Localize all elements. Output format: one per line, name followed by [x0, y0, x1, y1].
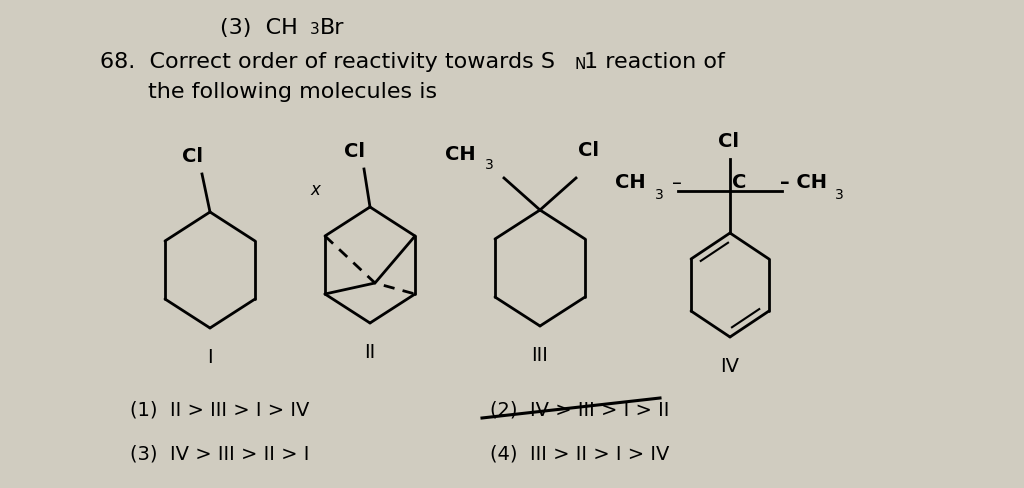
- Text: IV: IV: [721, 357, 739, 376]
- Text: (1)  II > III > I > IV: (1) II > III > I > IV: [130, 400, 309, 419]
- Text: (3)  IV > III > II > I: (3) IV > III > II > I: [130, 445, 309, 464]
- Text: N: N: [575, 57, 587, 72]
- Text: – CH: – CH: [780, 174, 827, 192]
- Text: II: II: [365, 343, 376, 362]
- Text: 3: 3: [310, 22, 319, 37]
- Text: 3: 3: [655, 188, 664, 202]
- Text: Cl: Cl: [344, 142, 365, 161]
- Text: CH: CH: [445, 145, 475, 164]
- Text: (4)  III > II > I > IV: (4) III > II > I > IV: [490, 445, 670, 464]
- Text: –: –: [672, 174, 682, 192]
- Text: Cl: Cl: [718, 132, 739, 151]
- Text: 3: 3: [485, 158, 494, 172]
- Text: x: x: [310, 181, 319, 199]
- Text: CH: CH: [615, 174, 645, 192]
- Text: (3)  CH: (3) CH: [220, 18, 298, 38]
- Text: 68.  Correct order of reactivity towards S: 68. Correct order of reactivity towards …: [100, 52, 555, 72]
- Text: Cl: Cl: [182, 147, 203, 166]
- Text: 1 reaction of: 1 reaction of: [584, 52, 725, 72]
- Text: Br: Br: [319, 18, 344, 38]
- Text: III: III: [531, 346, 549, 365]
- Text: Cl: Cl: [578, 141, 599, 160]
- Text: 3: 3: [835, 188, 844, 202]
- Text: the following molecules is: the following molecules is: [148, 82, 437, 102]
- Text: C: C: [732, 174, 746, 192]
- Text: (2)  IV > III > I > II: (2) IV > III > I > II: [490, 400, 670, 419]
- Text: I: I: [207, 348, 213, 367]
